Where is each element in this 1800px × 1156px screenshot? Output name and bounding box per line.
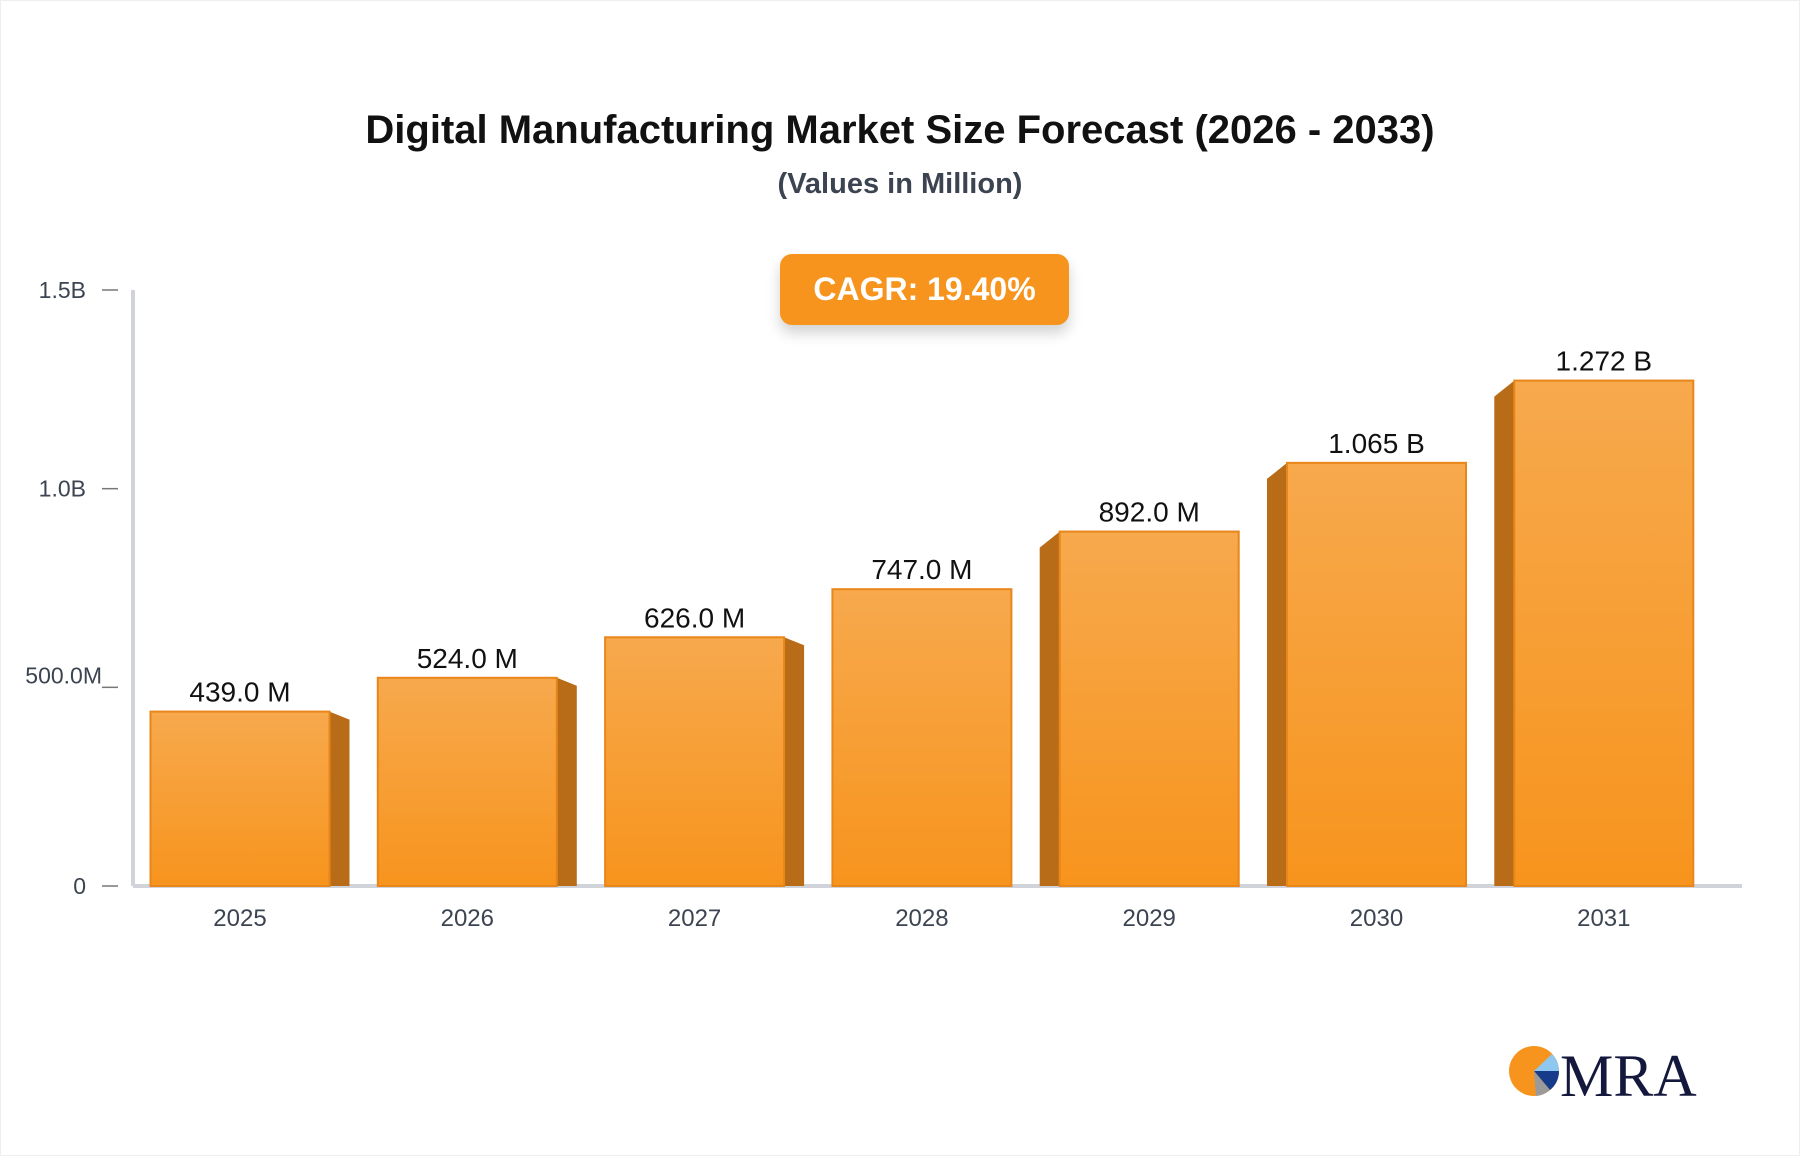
cagr-badge: CAGR: 19.40% bbox=[780, 254, 1069, 325]
bar-2027: 626.0 M 2027 bbox=[604, 602, 805, 932]
y-tick-label: 0 bbox=[73, 873, 86, 899]
bar-2026: 524.0 M 2026 bbox=[376, 643, 577, 932]
x-tick-label: 2025 bbox=[213, 905, 266, 932]
x-tick-label: 2030 bbox=[1350, 905, 1403, 932]
bar-side bbox=[1267, 462, 1287, 886]
y-tick-label: 500.0M bbox=[25, 662, 102, 688]
bar-2031: 1.272 B 2031 bbox=[1494, 346, 1695, 932]
bar bbox=[604, 636, 786, 888]
y-tick-label: 1.5B bbox=[39, 277, 86, 303]
data-label: 1.272 B bbox=[1556, 346, 1653, 377]
bar-2028: 747.0 M 2028 bbox=[831, 554, 1013, 932]
data-label: 439.0 M bbox=[189, 677, 290, 708]
bar-side bbox=[329, 711, 350, 886]
x-tick-label: 2026 bbox=[441, 905, 494, 932]
x-tick-label: 2028 bbox=[895, 905, 948, 932]
x-tick-label: 2031 bbox=[1577, 905, 1630, 932]
bar bbox=[376, 676, 558, 888]
chart-subtitle: (Values in Million) bbox=[777, 168, 1023, 200]
bar-2030: 1.065 B 2030 bbox=[1267, 428, 1467, 932]
data-label: 1.065 B bbox=[1328, 428, 1425, 459]
bar-2025: 439.0 M 2025 bbox=[149, 677, 350, 932]
logo-text: MRA bbox=[1560, 1043, 1697, 1106]
data-label: 626.0 M bbox=[644, 602, 745, 633]
bar bbox=[831, 588, 1013, 888]
bar-side bbox=[1039, 531, 1060, 886]
bar bbox=[1058, 530, 1240, 887]
data-label: 892.0 M bbox=[1099, 497, 1200, 528]
x-tick-label: 2027 bbox=[668, 905, 721, 932]
bar-2029: 892.0 M 2029 bbox=[1039, 497, 1240, 932]
bar-side bbox=[1494, 380, 1515, 886]
mra-logo: MRA bbox=[1509, 1043, 1697, 1106]
bar-side bbox=[784, 637, 805, 886]
data-label: 524.0 M bbox=[417, 643, 518, 674]
x-tick-label: 2029 bbox=[1123, 905, 1176, 932]
bar bbox=[149, 710, 331, 888]
bar bbox=[1513, 379, 1695, 887]
bar bbox=[1286, 461, 1467, 887]
bar-side bbox=[556, 677, 577, 886]
y-tick-label: 1.0B bbox=[39, 476, 86, 502]
data-label: 747.0 M bbox=[871, 554, 972, 585]
chart-title: Digital Manufacturing Market Size Foreca… bbox=[365, 108, 1435, 152]
